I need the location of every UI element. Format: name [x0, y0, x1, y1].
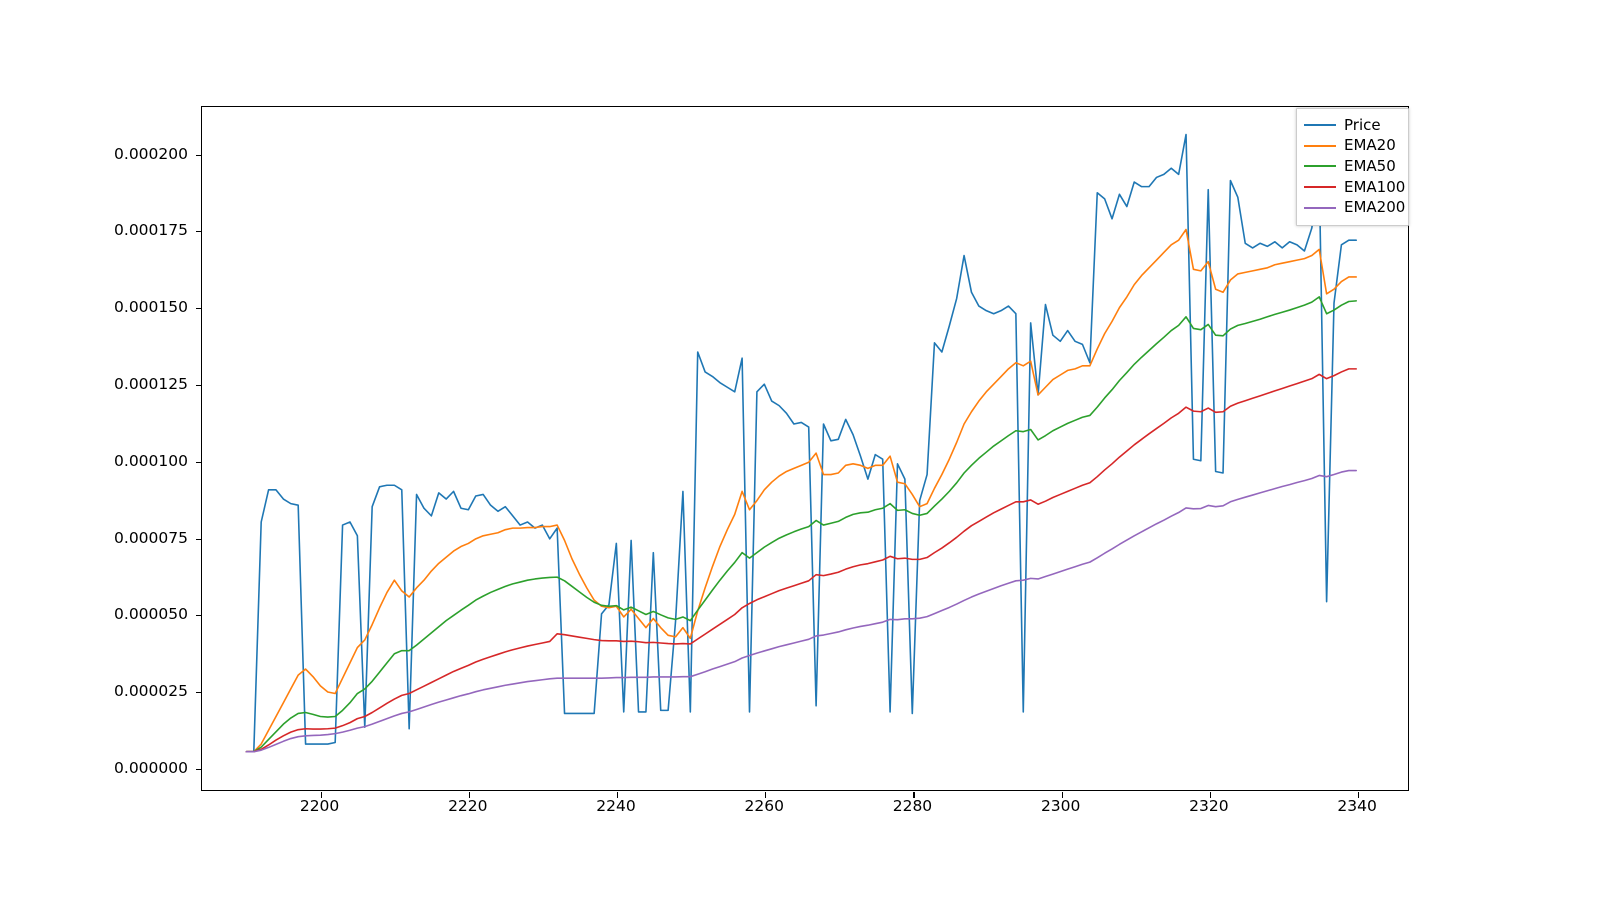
- y-tick-label: 0.000200: [114, 144, 188, 163]
- legend-color-swatch: [1304, 124, 1336, 127]
- y-tick-label: 0.000050: [114, 605, 188, 624]
- y-tick-mark: [196, 154, 202, 156]
- legend-color-swatch: [1304, 144, 1336, 147]
- y-tick-mark: [196, 231, 202, 233]
- series-line-ema200: [245, 469, 1358, 753]
- legend-color-swatch: [1304, 206, 1336, 209]
- series-line-price: [245, 133, 1358, 753]
- series-line-ema20: [245, 228, 1358, 753]
- y-tick-label: 0.000025: [114, 682, 188, 701]
- legend-label: EMA20: [1344, 136, 1396, 155]
- series-line-ema50: [245, 296, 1358, 753]
- legend-item-ema200[interactable]: EMA200: [1304, 197, 1405, 218]
- y-tick-mark: [196, 461, 202, 463]
- y-axis-tick-labels: 0.000000 0.000025 0.000050 0.000075 0.000100…: [0, 0, 188, 900]
- y-tick-label: 0.000075: [114, 528, 188, 547]
- x-tick-mark: [617, 792, 619, 798]
- x-tick-mark: [320, 792, 322, 798]
- x-tick-label: 2200: [299, 797, 340, 815]
- x-tick-mark: [1358, 792, 1360, 798]
- plot-area: [196, 106, 1409, 798]
- legend-label: EMA200: [1344, 198, 1406, 217]
- y-tick-label: 0.000000: [114, 758, 188, 777]
- x-tick-label: 2300: [1040, 797, 1081, 815]
- legend-item-ema50[interactable]: EMA50: [1304, 156, 1401, 177]
- x-tick-label: 2220: [448, 797, 488, 815]
- y-tick-mark: [196, 384, 202, 387]
- y-tick-mark: [196, 692, 202, 694]
- series-line-ema100: [245, 368, 1358, 753]
- legend-label: Price: [1344, 115, 1381, 134]
- x-tick-mark: [468, 792, 470, 798]
- y-tick-mark: [196, 768, 202, 771]
- y-tick-label: 0.000125: [114, 374, 188, 393]
- x-tick-label: 2260: [744, 797, 784, 815]
- x-tick-label: 2280: [892, 797, 933, 815]
- x-tick-mark: [1209, 792, 1211, 798]
- x-tick-label: 2340: [1337, 797, 1377, 815]
- y-tick-label: 0.000100: [114, 451, 188, 470]
- chart-legend[interactable]: Price EMA20 EMA50 EMA100 EMA200: [1296, 108, 1409, 226]
- legend-item-ema100[interactable]: EMA100: [1304, 177, 1405, 198]
- y-tick-mark: [196, 615, 202, 617]
- y-tick-label: 0.000175: [114, 221, 188, 240]
- y-tick-label: 0.000150: [114, 298, 188, 317]
- legend-item-price[interactable]: Price: [1304, 115, 1401, 136]
- legend-color-swatch: [1304, 186, 1336, 189]
- x-axis-tick-labels: 2200 2220 2240 2260 2280 2300 2320 2340: [0, 797, 1600, 827]
- legend-label: EMA50: [1344, 156, 1396, 175]
- x-tick-label: 2240: [596, 797, 636, 815]
- y-tick-mark: [196, 538, 202, 540]
- series-lines: [245, 133, 1358, 753]
- legend-color-swatch: [1304, 165, 1336, 168]
- x-tick-mark: [913, 792, 915, 798]
- legend-item-ema20[interactable]: EMA20: [1304, 136, 1401, 157]
- y-tick-mark: [196, 308, 202, 310]
- x-tick-mark: [1061, 792, 1063, 798]
- x-tick-mark: [765, 792, 767, 798]
- legend-label: EMA100: [1344, 177, 1406, 196]
- x-tick-label: 2320: [1189, 797, 1229, 815]
